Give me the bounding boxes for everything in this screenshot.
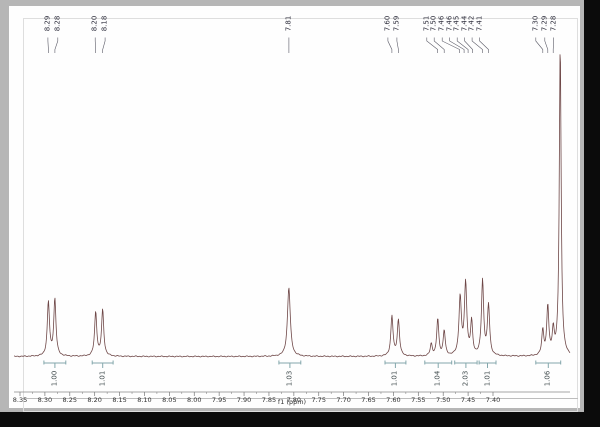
peak-label: 7.29 [540,15,549,31]
axis-tick-label: 7.70 [336,395,351,404]
integral-label: 1.06 [543,370,552,386]
peak-label: 7.81 [284,15,293,31]
axis-tick-label: 7.65 [361,395,376,404]
axis-tick-label: 7.40 [485,395,501,404]
image-frame [0,0,584,412]
peak-label: 8.28 [53,15,62,31]
peak-label: 8.29 [43,15,52,31]
peak-label: 7.28 [549,15,558,31]
peak-label: 7.59 [392,15,401,31]
spectrum-page [9,6,580,412]
axis-tick-label: 7.90 [236,395,252,404]
integral-label: 1.01 [483,370,492,386]
axis-tick-label: 8.00 [187,395,202,404]
integral-label: 1.03 [285,370,294,386]
axis-tick-label: 7.85 [261,395,277,404]
axis-tick-label: 8.25 [62,395,78,404]
axis-tick-label: 7.75 [311,395,326,404]
peak-label: 8.18 [100,15,109,31]
peak-label: 8.20 [90,15,99,31]
axis-tick-label: 7.45 [460,395,476,404]
plot-border [23,18,578,412]
axis-tick-label: 8.30 [37,395,53,404]
peak-label: 7.41 [475,15,484,31]
integral-label: 1.04 [433,370,442,386]
axis-tick-label: 7.95 [211,395,227,404]
integral-label: 2.03 [461,370,470,386]
peak-label: 7.30 [531,15,540,31]
axis-tick-label: 7.55 [411,395,426,404]
axis-tick-label: 8.35 [12,395,28,404]
axis-tick-label: 8.20 [87,395,102,404]
axis-strip [23,398,578,412]
axis-tick-label: 7.50 [435,395,451,404]
integral-label: 1.01 [98,370,107,386]
peak-label: 7.60 [383,15,392,31]
axis-tick-label: 8.15 [112,395,127,404]
axis-tick-label: 7.60 [386,395,401,404]
axis-tick-label: 8.10 [137,395,152,404]
axis-tick-label: 7.80 [286,395,302,404]
integral-label: 1.01 [390,370,399,386]
axis-tick-label: 8.05 [162,395,177,404]
x-axis-title: f1 (ppm) [277,398,307,406]
integral-label: 1.00 [50,370,59,386]
